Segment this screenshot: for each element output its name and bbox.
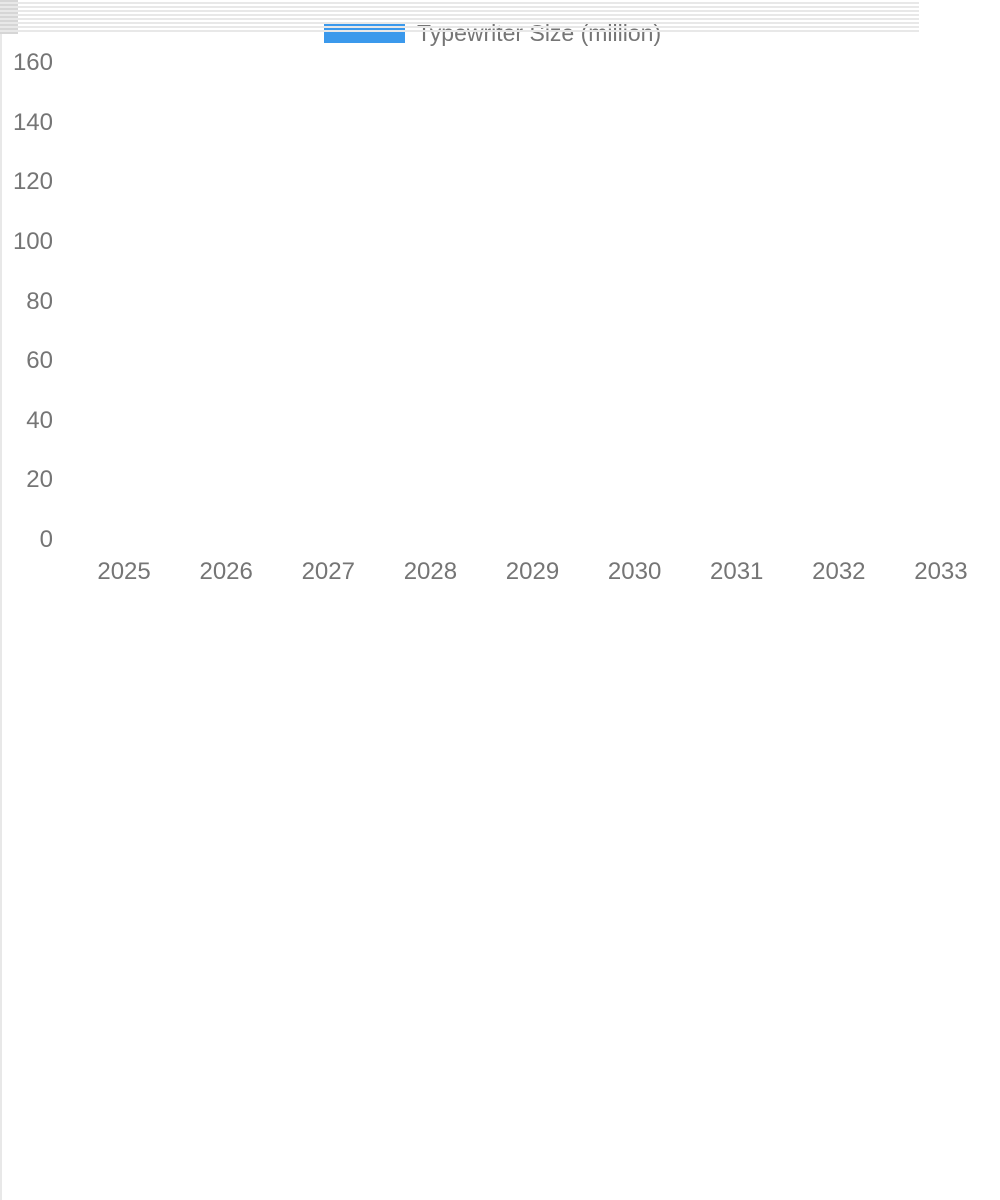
- y-tick-mark: [0, 16, 18, 18]
- y-tick-mark: [0, 0, 18, 2]
- y-axis-tick-label: 140: [12, 108, 53, 136]
- x-axis-tick-label: 2027: [301, 558, 355, 585]
- y-gridline: [0, 26, 919, 28]
- y-gridline: [0, 10, 919, 12]
- bar-chart: Typewriter Size (million) 0 20 40 60 80 100 12…: [0, 0, 968, 1200]
- bar-value-label: 125: [206, 340, 246, 367]
- bar-value-label: 130: [309, 333, 348, 360]
- bar-value-label: 140: [513, 318, 552, 345]
- y-tick-mark: [0, 32, 18, 34]
- y-axis-tick-label: 0: [39, 526, 53, 553]
- y-gridline: [0, 2, 919, 4]
- y-tick-mark: [0, 20, 18, 22]
- bar-value-label: 155: [819, 295, 859, 322]
- y-tick-mark: [0, 8, 18, 10]
- bar-value-label: 120: [104, 348, 144, 375]
- x-axis-tick-label: 2031: [710, 558, 764, 585]
- y-axis-tick-label: 60: [26, 347, 53, 375]
- chart-legend[interactable]: Typewriter Size (million): [324, 21, 661, 45]
- y-gridline: [0, 22, 919, 24]
- y-tick-mark: [0, 24, 18, 26]
- legend-swatch-icon: [324, 23, 405, 43]
- x-gridline: [0, 1024, 2, 1200]
- x-axis-tick-label: 2030: [607, 558, 662, 585]
- x-axis-tick-label: 2029: [505, 558, 560, 585]
- y-axis-tick-label: 80: [26, 287, 53, 315]
- y-axis-tick-label: 120: [12, 168, 53, 196]
- x-gridline: [0, 529, 2, 1024]
- legend-label: Typewriter Size (million): [417, 20, 662, 46]
- y-gridline: [0, 18, 919, 20]
- x-axis-tick-label: 2033: [914, 558, 968, 585]
- y-axis-tick-label: 40: [26, 406, 53, 434]
- x-axis-tick-label: 2026: [199, 558, 253, 585]
- y-tick-mark: [0, 28, 18, 30]
- bar-value-label: 145: [615, 310, 654, 337]
- bar-value-label: 150: [717, 303, 756, 330]
- x-axis-tick-label: 2028: [403, 558, 458, 585]
- y-gridline: [0, 14, 919, 16]
- y-axis-tick-label: 20: [26, 466, 53, 494]
- y-axis-tick-label: 160: [12, 49, 53, 76]
- bar-value-label: 135: [411, 325, 450, 352]
- y-axis-tick-label: 100: [12, 227, 53, 255]
- y-tick-mark: [0, 4, 18, 6]
- x-axis-tick-label: 2032: [812, 558, 866, 585]
- bar-value-label: 160: [921, 288, 961, 315]
- plot-area: 0 20 40 60 80 100 120 140 160 120 2025 125 2026 130 20…: [0, 0, 968, 1200]
- y-gridline: [0, 30, 919, 32]
- x-axis-tick-label: 2025: [97, 558, 151, 585]
- y-tick-mark: [0, 12, 18, 14]
- x-gridline: [0, 34, 2, 529]
- y-gridline: [0, 6, 919, 8]
